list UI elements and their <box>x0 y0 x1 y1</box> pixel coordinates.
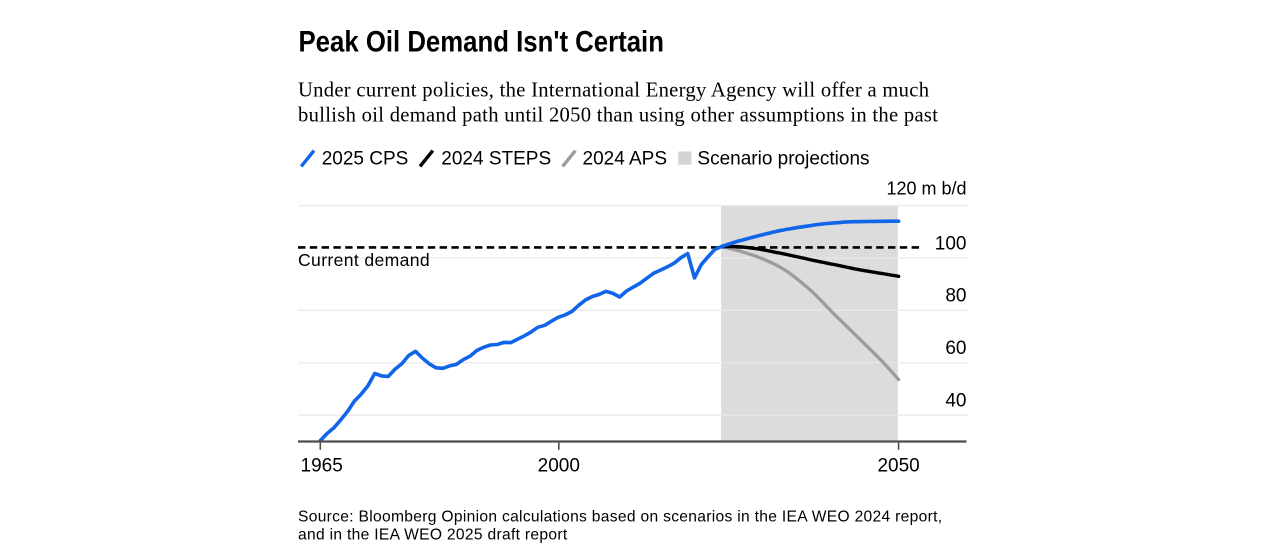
svg-text:1965: 1965 <box>301 456 343 477</box>
svg-text:40: 40 <box>945 391 966 412</box>
svg-text:100: 100 <box>935 233 967 254</box>
svg-text:2024 APS: 2024 APS <box>583 148 668 169</box>
svg-text:2024 STEPS: 2024 STEPS <box>441 148 551 169</box>
svg-text:bullish oil demand path until: bullish oil demand path until 2050 than … <box>298 105 938 127</box>
svg-text:Under current policies, the In: Under current policies, the Internationa… <box>298 79 930 101</box>
svg-text:Peak Oil Demand Isn't Certain: Peak Oil Demand Isn't Certain <box>299 25 664 58</box>
svg-text:60: 60 <box>945 338 966 359</box>
svg-text:2025 CPS: 2025 CPS <box>322 148 409 169</box>
svg-text:and in the IEA WEO 2025 draft: and in the IEA WEO 2025 draft report <box>298 527 568 544</box>
svg-text:Current demand: Current demand <box>298 250 430 270</box>
svg-text:2050: 2050 <box>877 456 919 477</box>
svg-text:80: 80 <box>945 286 966 307</box>
svg-text:2000: 2000 <box>538 456 580 477</box>
svg-text:120 m b/d: 120 m b/d <box>886 179 966 199</box>
svg-text:Source: Bloomberg Opinion calc: Source: Bloomberg Opinion calculations b… <box>298 508 942 525</box>
svg-text:Scenario projections: Scenario projections <box>697 148 869 169</box>
